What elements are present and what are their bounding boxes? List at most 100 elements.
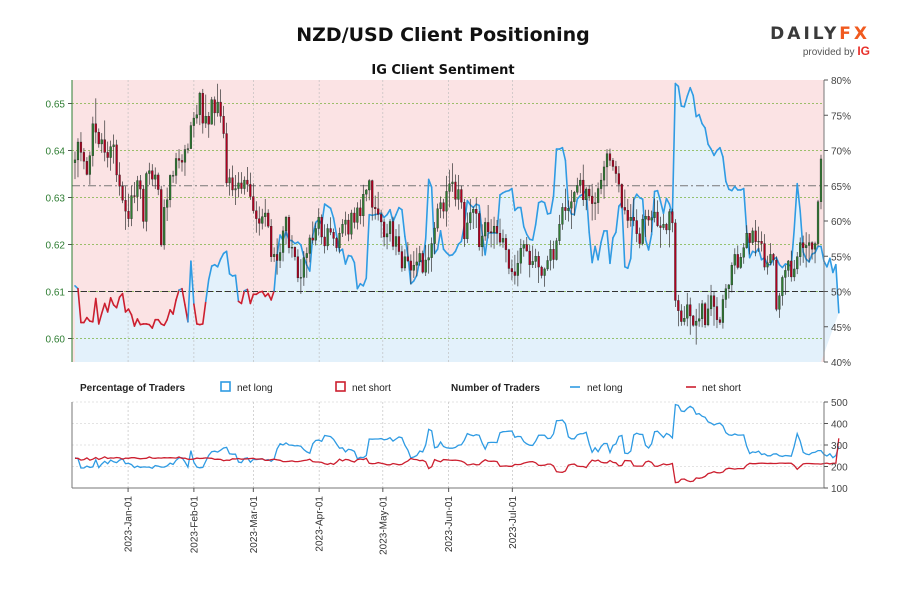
net-long-segment	[433, 248, 439, 255]
candle-body	[742, 247, 745, 258]
net-long-segment	[100, 302, 106, 315]
candle-body	[706, 308, 710, 326]
net-long-segment	[335, 234, 341, 253]
traders-net-short-line	[75, 438, 840, 484]
candle-body	[368, 180, 371, 191]
candle-body	[421, 253, 424, 273]
candle-body	[201, 92, 204, 124]
net-long-segment	[520, 206, 525, 228]
net-long-segment	[656, 189, 662, 203]
net-long-segment	[356, 282, 362, 290]
candle-body	[701, 303, 704, 319]
candle-body	[382, 221, 386, 238]
candle-body	[605, 153, 609, 168]
net-long-segment	[561, 146, 567, 162]
candle-body	[151, 170, 154, 180]
candle-body	[305, 253, 308, 258]
candle-body	[650, 217, 653, 221]
net-long-segment	[802, 251, 807, 260]
net-long-segment	[632, 193, 638, 201]
candle-body	[525, 244, 528, 252]
candle-body	[591, 195, 594, 204]
candle-body	[739, 257, 742, 268]
candle-body	[243, 179, 246, 189]
candle-body	[668, 211, 671, 231]
net-long-segment	[92, 297, 97, 323]
price-tick-label: 0.62	[46, 241, 66, 252]
candle-body	[371, 180, 374, 208]
net-long-segment	[404, 235, 409, 257]
date-tick-label: 2023-Feb-01	[189, 496, 200, 554]
candle-body	[813, 243, 817, 250]
percent-tick-label: 50%	[831, 288, 851, 299]
net-long-segment	[591, 245, 596, 264]
candle-body	[662, 224, 665, 228]
net-long-segment	[573, 198, 579, 216]
percent-tick-label: 80%	[831, 76, 851, 87]
candle-body	[492, 225, 496, 233]
candle-body	[91, 123, 94, 156]
candle-body	[513, 271, 516, 276]
candle-body	[388, 221, 392, 234]
candle-body	[760, 241, 763, 244]
net-long-segment	[606, 230, 611, 265]
candle-body	[329, 228, 332, 233]
candle-body	[611, 160, 615, 167]
legend-number-short-label: net short	[702, 383, 741, 394]
net-long-segment	[261, 290, 267, 298]
candle-body	[225, 133, 228, 184]
candle-body	[148, 170, 151, 174]
net-long-segment	[362, 277, 368, 287]
net-long-segment	[175, 289, 180, 301]
net-long-segment	[796, 182, 801, 212]
candle-body	[180, 160, 184, 163]
net-long-segment	[748, 250, 754, 259]
candle-body	[528, 250, 531, 265]
candle-body	[160, 189, 163, 246]
candle-body	[317, 217, 320, 229]
net-long-segment	[511, 187, 516, 212]
net-long-segment	[365, 213, 371, 279]
candle-body	[552, 249, 555, 260]
candle-body	[281, 230, 285, 253]
candle-body	[216, 101, 219, 114]
candle-body	[620, 184, 623, 208]
candle-body	[489, 231, 493, 233]
candle-body	[718, 319, 722, 323]
candle-body	[213, 99, 216, 114]
price-tick-label: 0.60	[46, 335, 66, 346]
date-tick-label: 2023-Apr-01	[315, 496, 326, 552]
net-long-segment	[710, 148, 715, 157]
candle-body	[299, 277, 302, 279]
candle-body	[522, 244, 525, 249]
candle-body	[412, 265, 415, 271]
candle-body	[136, 180, 139, 197]
traders-tick-label: 400	[831, 420, 848, 431]
candle-body	[698, 318, 701, 322]
net-long-segment	[600, 230, 605, 243]
candle-body	[409, 260, 412, 271]
candle-body	[439, 202, 442, 209]
net-long-segment	[689, 86, 694, 97]
candle-body	[748, 233, 751, 243]
net-long-segment	[629, 199, 635, 260]
candle-body	[799, 242, 802, 257]
net-long-segment	[534, 201, 540, 226]
candle-body	[400, 251, 404, 269]
candle-body	[142, 188, 145, 222]
candle-body	[278, 252, 282, 261]
candle-body	[671, 211, 674, 224]
net-long-segment	[641, 198, 647, 241]
candle-body	[608, 153, 612, 161]
candle-body	[504, 238, 508, 250]
candle-body	[308, 237, 311, 254]
candle-body	[567, 208, 570, 211]
candle-body	[519, 248, 522, 264]
net-long-segment	[543, 201, 549, 215]
candle-body	[596, 188, 600, 203]
candle-body	[273, 254, 276, 257]
candle-body	[772, 254, 775, 261]
date-tick-label: 2023-Jun-01	[444, 496, 455, 553]
price-gridlines	[72, 80, 824, 362]
candle-body	[433, 227, 436, 244]
